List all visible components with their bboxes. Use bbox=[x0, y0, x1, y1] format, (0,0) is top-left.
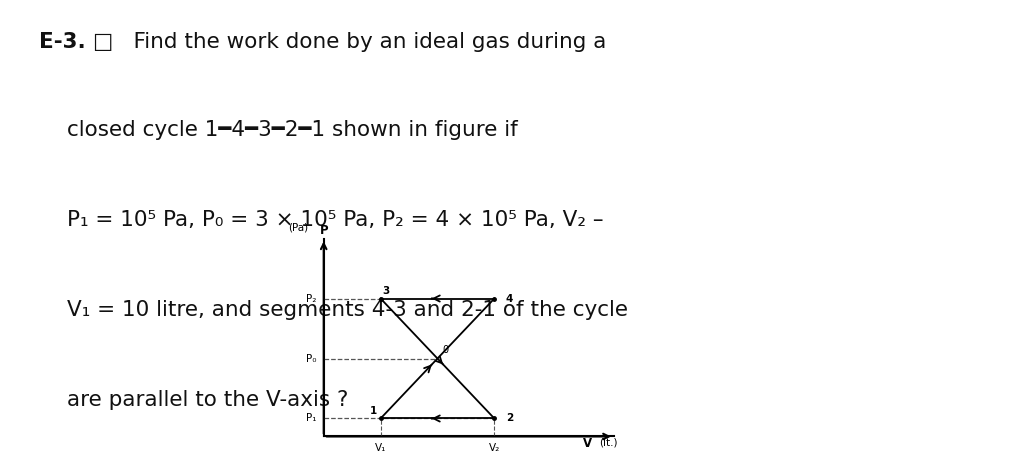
Text: P₁ = 10⁵ Pa, P₀ = 3 × 10⁵ Pa, P₂ = 4 × 10⁵ Pa, V₂ –: P₁ = 10⁵ Pa, P₀ = 3 × 10⁵ Pa, P₂ = 4 × 1… bbox=[67, 210, 603, 230]
Text: (Pa): (Pa) bbox=[289, 222, 308, 233]
Text: E-3.: E-3. bbox=[39, 32, 86, 51]
Text: 4: 4 bbox=[506, 294, 513, 304]
Text: V₁ = 10 litre, and segments 4-3 and 2-1 of the cycle: V₁ = 10 litre, and segments 4-3 and 2-1 … bbox=[67, 300, 628, 320]
Text: V: V bbox=[583, 437, 592, 450]
Text: (lt.): (lt.) bbox=[599, 437, 617, 447]
Text: are parallel to the V-axis ?: are parallel to the V-axis ? bbox=[67, 390, 348, 410]
Text: Find the work done by an ideal gas during a: Find the work done by an ideal gas durin… bbox=[106, 32, 607, 51]
Text: closed cycle 1━4━3━2━1 shown in figure if: closed cycle 1━4━3━2━1 shown in figure i… bbox=[67, 120, 517, 139]
Text: 3: 3 bbox=[383, 286, 390, 296]
Text: 0: 0 bbox=[442, 345, 449, 355]
Text: □: □ bbox=[92, 32, 113, 51]
Text: P₁: P₁ bbox=[306, 414, 316, 423]
Text: P₂: P₂ bbox=[306, 294, 316, 304]
Text: P₀: P₀ bbox=[306, 354, 316, 364]
Text: V₁: V₁ bbox=[375, 443, 386, 451]
Text: V₂: V₂ bbox=[488, 443, 500, 451]
Text: P: P bbox=[319, 224, 328, 236]
Text: 2: 2 bbox=[506, 414, 513, 423]
Text: 1: 1 bbox=[370, 406, 378, 416]
